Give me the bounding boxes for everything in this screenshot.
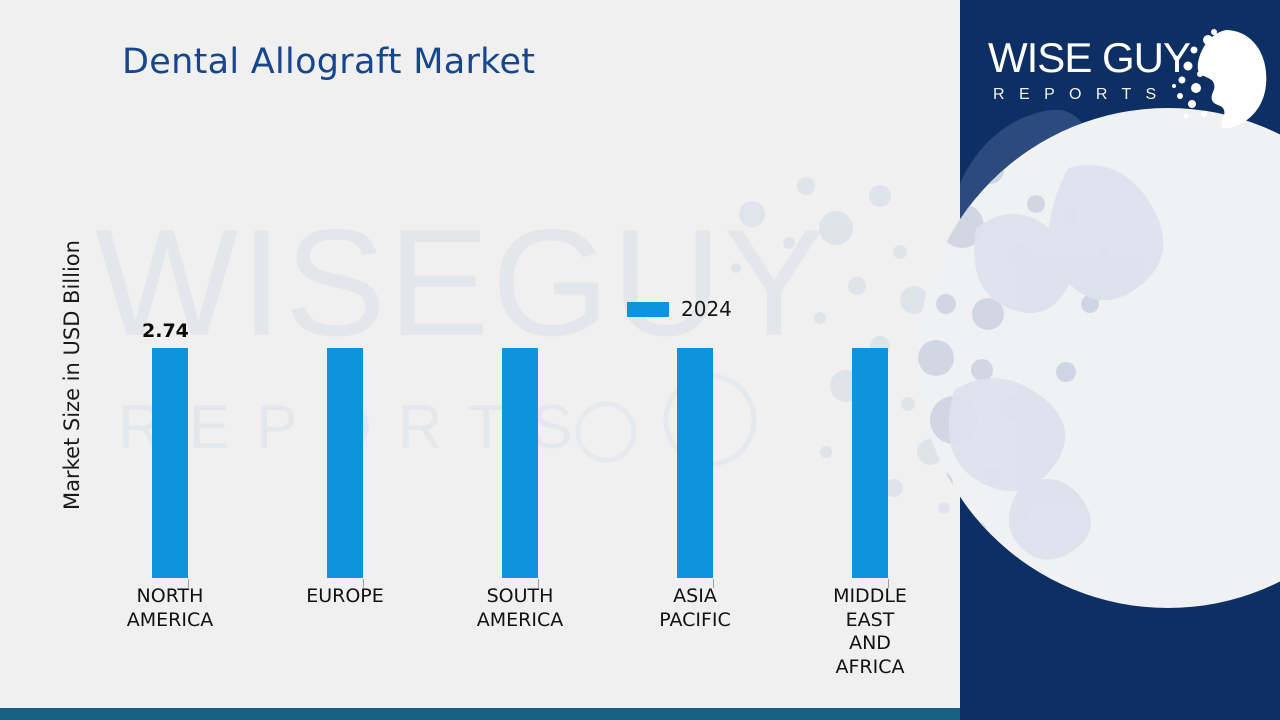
bar-chart-plot-area: 2.74 NORTH AMERICA EUROPE SOUTH AMERICA … — [126, 320, 907, 678]
bar-south-america[interactable] — [502, 348, 538, 578]
bar-europe[interactable] — [327, 348, 363, 578]
axis-tick-asia-pacific — [713, 579, 714, 588]
brand-logo[interactable]: WISE GUY R E P O R T S — [988, 29, 1268, 129]
axis-tick-middle-east-and-africa — [888, 579, 889, 588]
logo-wordmark-primary: WISE GUY — [988, 34, 1191, 81]
legend-swatch-2024 — [627, 301, 669, 317]
category-label-middle-east-and-africa: MIDDLE EAST AND AFRICA — [833, 585, 907, 678]
category-label-europe: EUROPE — [306, 585, 384, 607]
category-label-south-america: SOUTH AMERICA — [476, 585, 564, 631]
axis-tick-north-america — [188, 579, 189, 588]
circle-dot-cluster-icon — [918, 156, 1164, 560]
bottom-accent-strip — [0, 708, 960, 720]
axis-tick-europe — [363, 579, 364, 588]
logo-head-dots-icon — [1172, 29, 1267, 129]
decorative-circle — [918, 108, 1280, 608]
bar-asia-pacific[interactable] — [677, 348, 713, 578]
bar-value-north-america: 2.74 — [142, 320, 189, 342]
chart-legend[interactable]: 2024 — [627, 297, 732, 321]
axis-tick-south-america — [538, 579, 539, 588]
legend-label-2024: 2024 — [681, 297, 732, 321]
bar-middle-east-and-africa[interactable] — [852, 348, 888, 578]
category-label-north-america: NORTH AMERICA — [126, 585, 214, 631]
logo-wordmark-secondary: R E P O R T S — [993, 86, 1162, 103]
page-title: Dental Allograft Market — [122, 42, 536, 82]
bar-north-america[interactable] — [152, 348, 188, 578]
category-label-asia-pacific: ASIA PACIFIC — [659, 585, 731, 631]
